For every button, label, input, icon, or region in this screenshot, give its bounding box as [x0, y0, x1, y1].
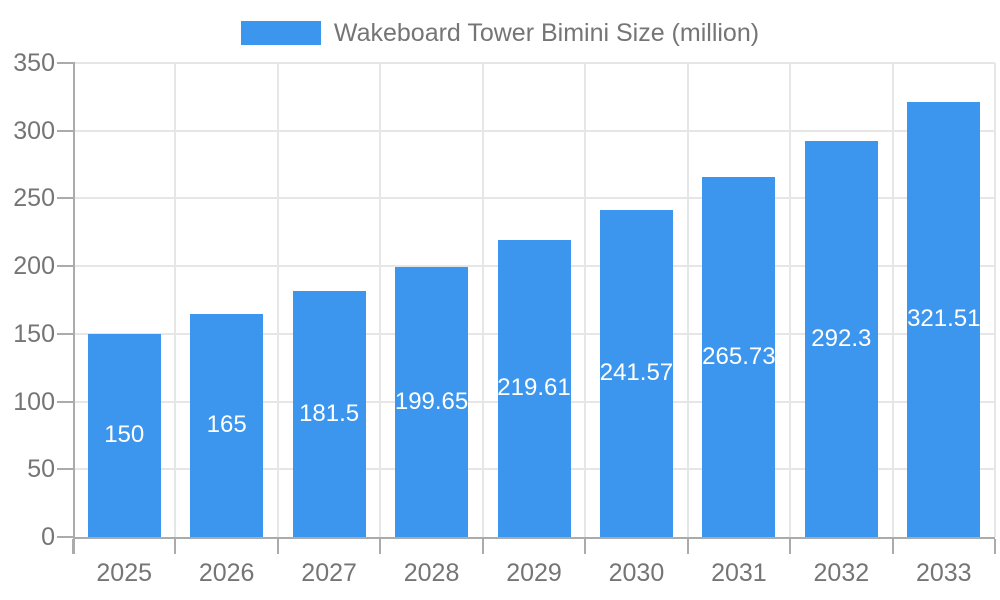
v-gridline	[481, 63, 484, 537]
v-gridline	[686, 63, 689, 537]
y-axis-tick	[57, 265, 73, 268]
y-axis-tick	[57, 197, 73, 200]
x-axis-tick	[481, 539, 484, 554]
x-axis-tick	[72, 539, 74, 554]
y-axis-tick	[57, 468, 73, 471]
bar-value-label: 241.57	[599, 359, 674, 387]
v-gridline	[994, 63, 996, 537]
y-axis-tick-label: 50	[27, 455, 55, 484]
bar[interactable]	[599, 209, 673, 537]
bar[interactable]	[702, 177, 776, 537]
x-axis-label: 2026	[198, 559, 255, 587]
x-axis-tick	[789, 539, 792, 554]
bar[interactable]	[497, 239, 571, 537]
y-axis-tick	[57, 536, 73, 538]
x-axis-label: 2027	[301, 559, 357, 587]
bar-value-label: 150	[104, 421, 145, 449]
y-axis-tick-label: 250	[13, 184, 55, 213]
y-axis-tick	[57, 400, 73, 403]
v-gridline	[789, 63, 792, 537]
bar-value-label: 265.73	[702, 343, 776, 371]
bar[interactable]	[804, 141, 878, 537]
y-axis-tick	[57, 332, 73, 335]
y-axis-line	[73, 62, 75, 554]
bar-value-label: 292.3	[811, 325, 872, 353]
bar-value-label: 321.51	[907, 305, 981, 333]
x-axis-tick	[276, 539, 279, 554]
y-axis-tick-label: 100	[13, 387, 55, 416]
v-gridline	[891, 63, 894, 537]
y-axis-tick-label: 0	[41, 523, 55, 551]
v-gridline	[174, 63, 177, 537]
bar-value-label: 181.5	[299, 400, 360, 428]
y-axis-tick	[57, 62, 73, 64]
v-gridline	[276, 63, 279, 537]
y-axis-tick-label: 150	[13, 319, 55, 348]
x-axis-label: 2033	[915, 559, 972, 587]
x-axis-label: 2029	[506, 559, 562, 587]
h-gridline	[73, 197, 995, 200]
bar[interactable]	[190, 313, 264, 537]
x-axis-label: 2030	[608, 559, 665, 587]
x-axis-tick	[686, 539, 689, 554]
legend-label: Wakeboard Tower Bimini Size (million)	[333, 18, 760, 47]
x-axis-tick	[994, 539, 996, 554]
h-gridline	[73, 62, 995, 64]
h-gridline	[73, 129, 995, 132]
y-axis-tick	[57, 129, 73, 132]
y-axis-tick-label: 200	[13, 252, 55, 281]
bar-value-label: 219.61	[497, 374, 571, 402]
bar[interactable]	[907, 101, 981, 537]
legend-swatch-icon	[240, 21, 321, 45]
x-axis-label: 2025	[96, 559, 153, 587]
bar[interactable]	[87, 333, 161, 537]
x-axis-line	[73, 537, 995, 539]
x-axis-label: 2032	[813, 559, 870, 587]
y-axis-tick-label: 300	[13, 116, 55, 145]
x-axis-tick	[174, 539, 177, 554]
legend[interactable]: Wakeboard Tower Bimini Size (million)	[0, 18, 1000, 48]
bar[interactable]	[292, 291, 366, 537]
x-axis-label: 2031	[711, 559, 767, 587]
bar-value-label: 165	[206, 411, 247, 439]
x-axis-label: 2028	[403, 559, 460, 587]
y-axis-tick-label: 350	[13, 49, 55, 77]
x-axis-tick	[379, 539, 382, 554]
x-axis-tick	[891, 539, 894, 554]
plot-area: 150 2025 165 2026 181.5 2027 199.65 2028 219.61 2…	[13, 49, 996, 587]
x-axis-tick	[584, 539, 587, 554]
v-gridline	[584, 63, 587, 537]
bar-value-label: 199.65	[394, 387, 469, 415]
bar[interactable]	[395, 266, 469, 537]
v-gridline	[379, 63, 382, 537]
